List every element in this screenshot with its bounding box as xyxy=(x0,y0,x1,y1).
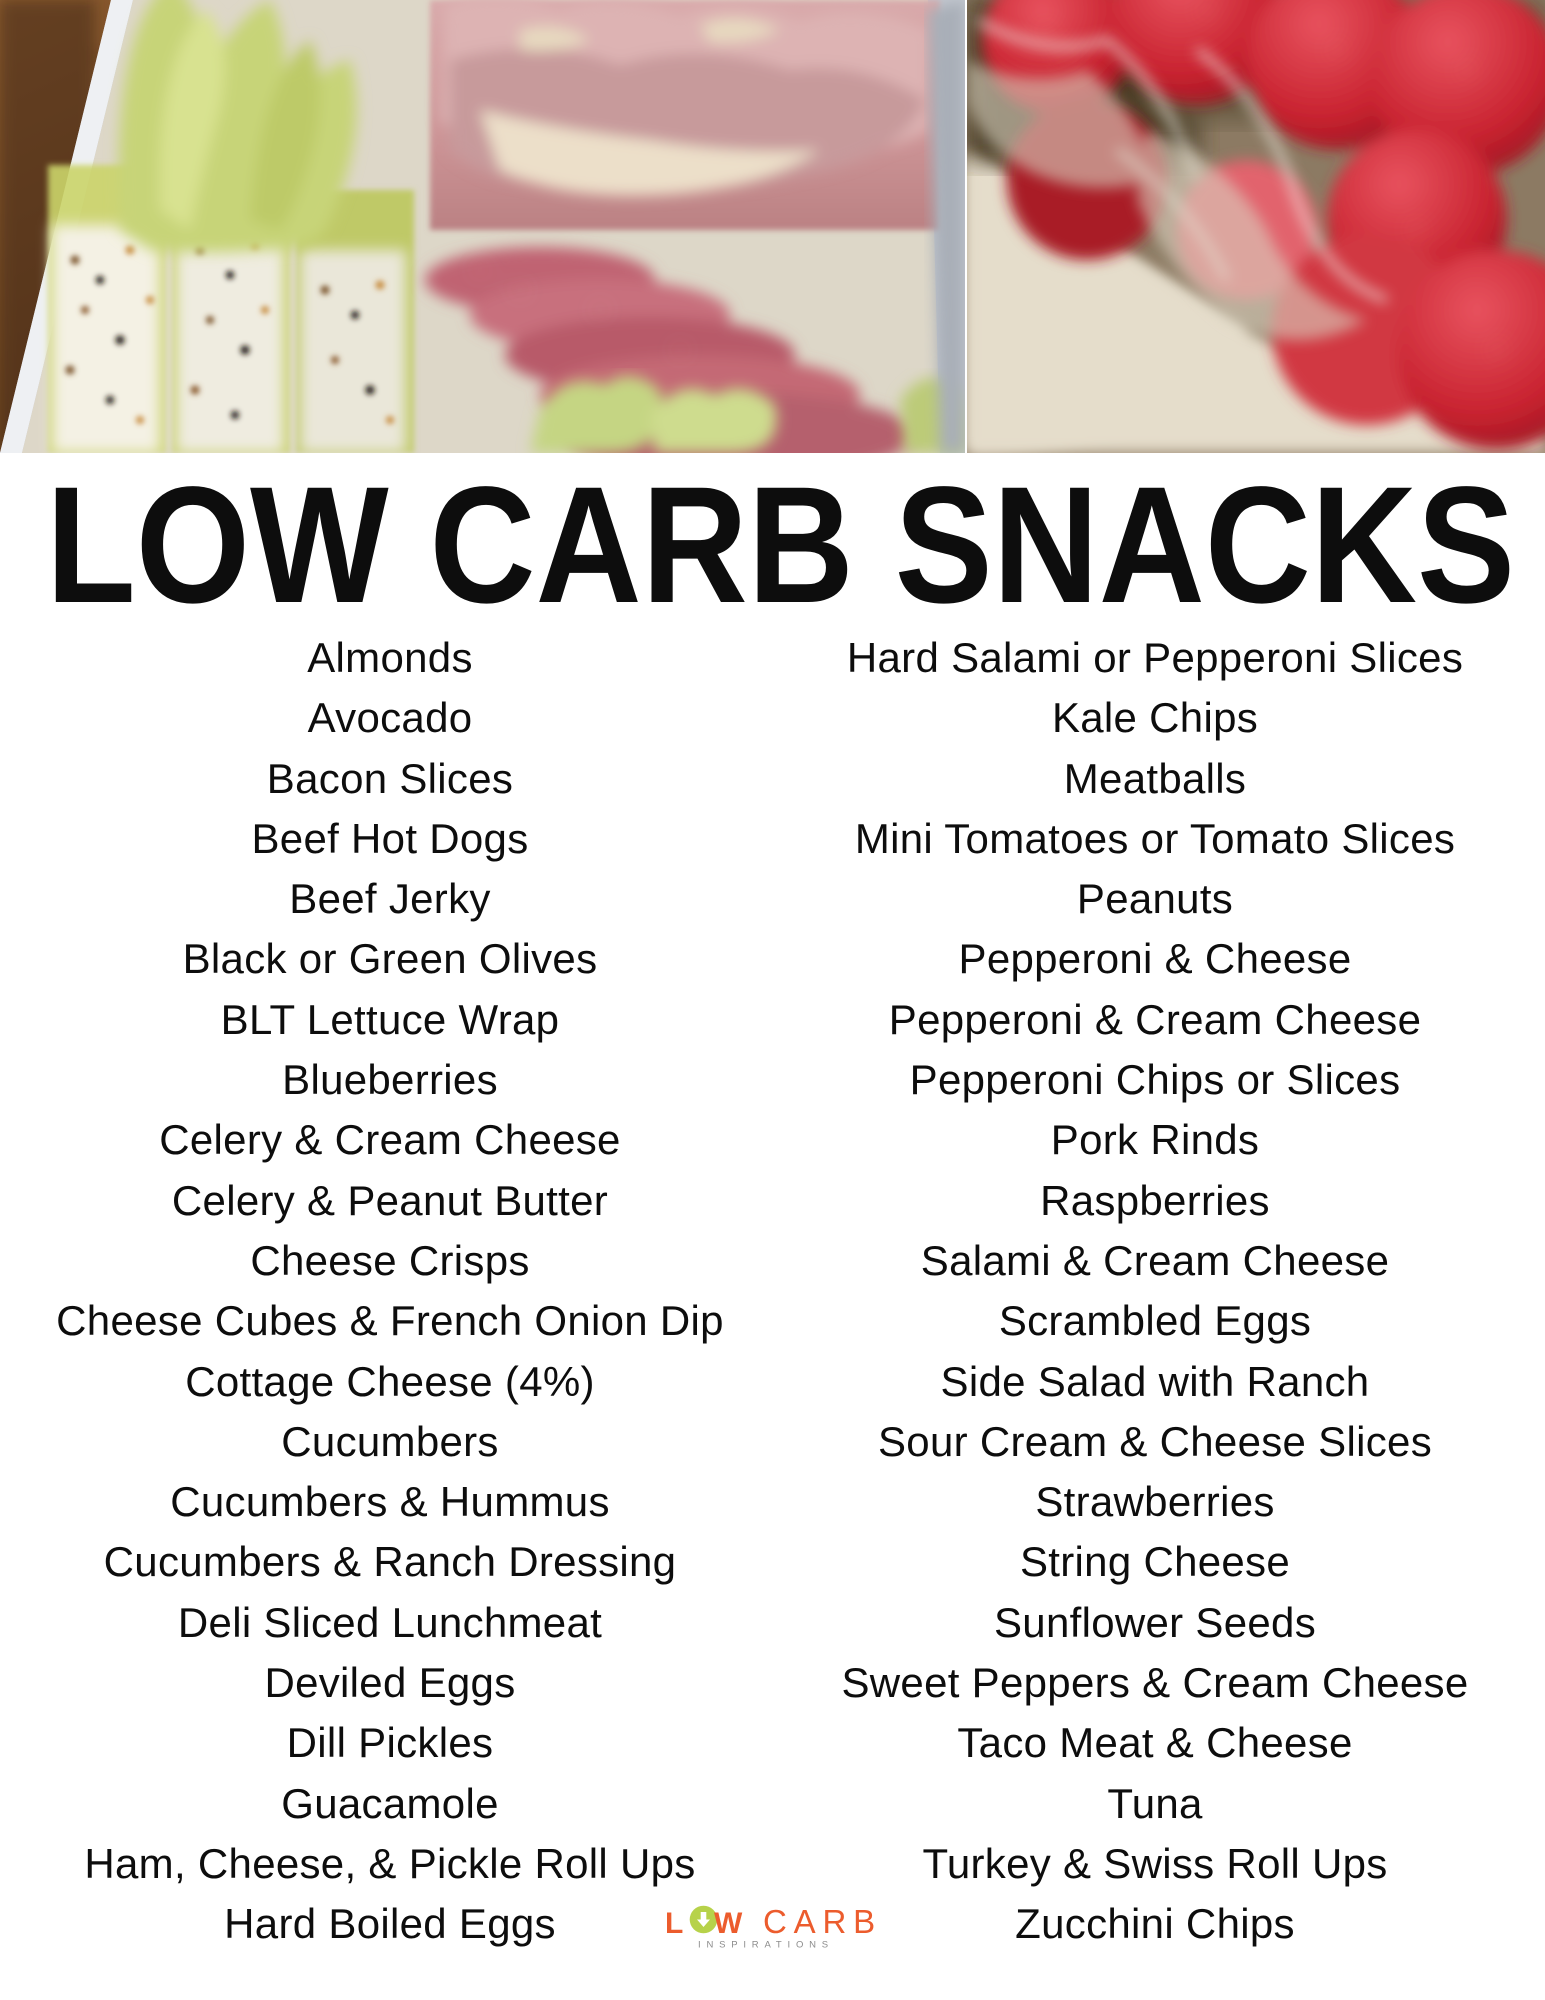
svg-text:L: L xyxy=(667,1907,683,1940)
svg-text:INSPIRATIONS: INSPIRATIONS xyxy=(698,1940,834,1951)
svg-text:W: W xyxy=(714,1907,743,1940)
svg-text:CARB: CARB xyxy=(763,1904,882,1940)
